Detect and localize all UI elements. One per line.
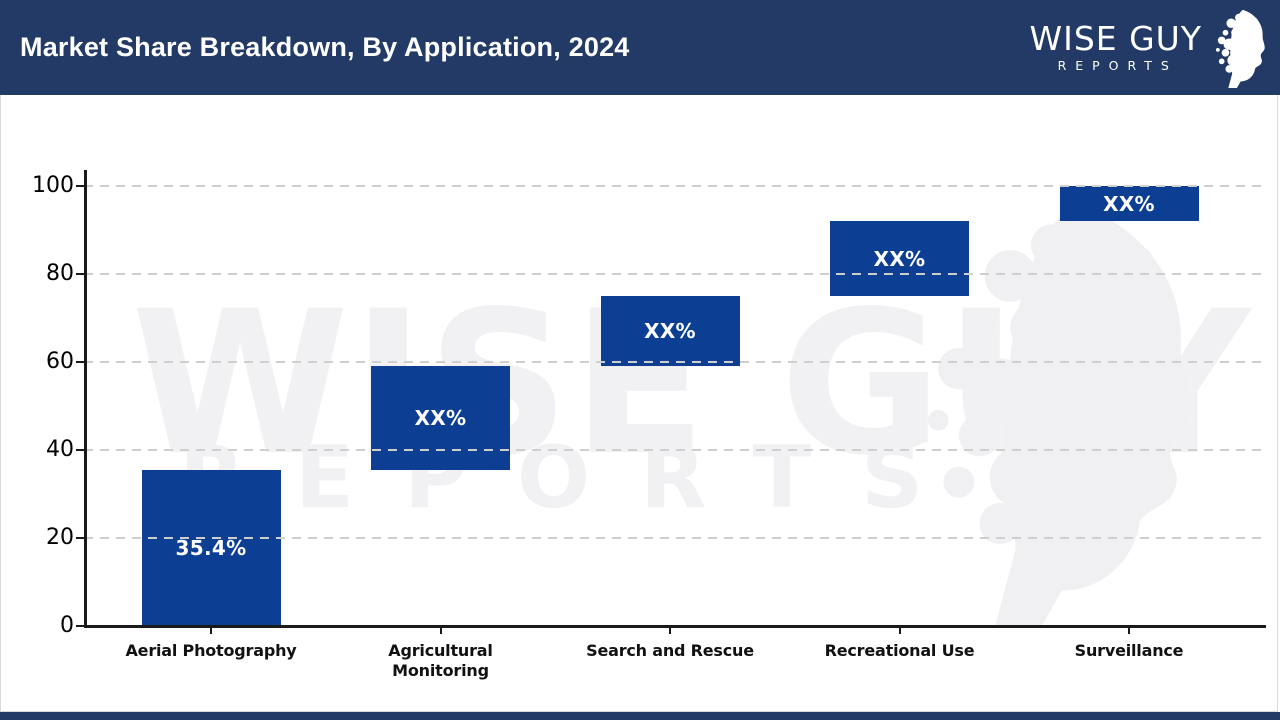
x-axis-line	[84, 625, 1266, 628]
bar-value-label: XX%	[1103, 191, 1155, 216]
watermark-subtitle: REPORTS	[179, 428, 974, 528]
gridline	[84, 361, 1266, 363]
x-category-label: Agricultural Monitoring	[388, 641, 493, 680]
wise-guy-logo: WISE GUY REPORTS	[1029, 8, 1280, 88]
gridline	[84, 185, 1266, 187]
x-category-label: Surveillance	[1074, 641, 1184, 660]
y-axis-tick-mark	[76, 361, 84, 363]
footer-band	[0, 712, 1280, 720]
x-category-label: Aerial Photography	[125, 641, 297, 660]
watermark-head-icon	[927, 203, 1192, 627]
y-axis-line	[84, 170, 87, 628]
y-axis-tick-mark	[76, 625, 84, 627]
x-category-label: Search and Rescue	[586, 641, 754, 660]
gridline	[84, 273, 1266, 275]
y-axis-tick-mark	[76, 273, 84, 275]
dotted-head-icon	[1215, 9, 1265, 88]
logo-subtitle: REPORTS	[1057, 58, 1178, 74]
x-category-label: Recreational Use	[824, 641, 975, 660]
x-axis-tick-mark	[210, 626, 212, 634]
y-axis-tick-label: 40	[46, 437, 74, 462]
bar-value-label: XX%	[873, 246, 926, 271]
page-title: Market Share Breakdown, By Application, …	[20, 32, 630, 62]
bar-value-label: XX%	[414, 406, 467, 431]
gridline	[84, 537, 1266, 539]
bar-agricultural-monitoring: XX%	[371, 366, 510, 471]
bar-aerial-photography: 35.4%	[141, 470, 281, 626]
bar-value-label: 35.4%	[175, 536, 247, 561]
logo-wordmark: WISE GUY	[1029, 19, 1202, 59]
header-band: Market Share Breakdown, By Application, …	[0, 0, 1280, 95]
bar-surveillance: XX%	[1059, 186, 1199, 222]
x-axis-tick-mark	[1128, 626, 1130, 634]
y-axis-tick-mark	[76, 449, 84, 451]
gridline	[84, 449, 1266, 451]
bar-recreational-use: XX%	[830, 221, 969, 296]
y-axis-tick-label: 20	[46, 525, 74, 550]
y-axis-tick-label: 0	[60, 613, 74, 638]
bar-value-label: XX%	[644, 319, 696, 344]
x-axis-tick-mark	[439, 626, 442, 634]
logo-text: WISE GUY REPORTS	[1029, 22, 1202, 73]
y-axis-tick-label: 100	[32, 173, 74, 198]
y-axis-tick-label: 80	[46, 261, 74, 286]
x-axis-tick-mark	[669, 626, 671, 634]
y-axis-tick-mark	[76, 537, 84, 539]
y-axis-tick-label: 60	[46, 349, 74, 374]
bar-search-and-rescue: XX%	[600, 296, 740, 367]
y-axis-tick-mark	[76, 185, 84, 187]
x-axis-tick-mark	[898, 626, 901, 634]
